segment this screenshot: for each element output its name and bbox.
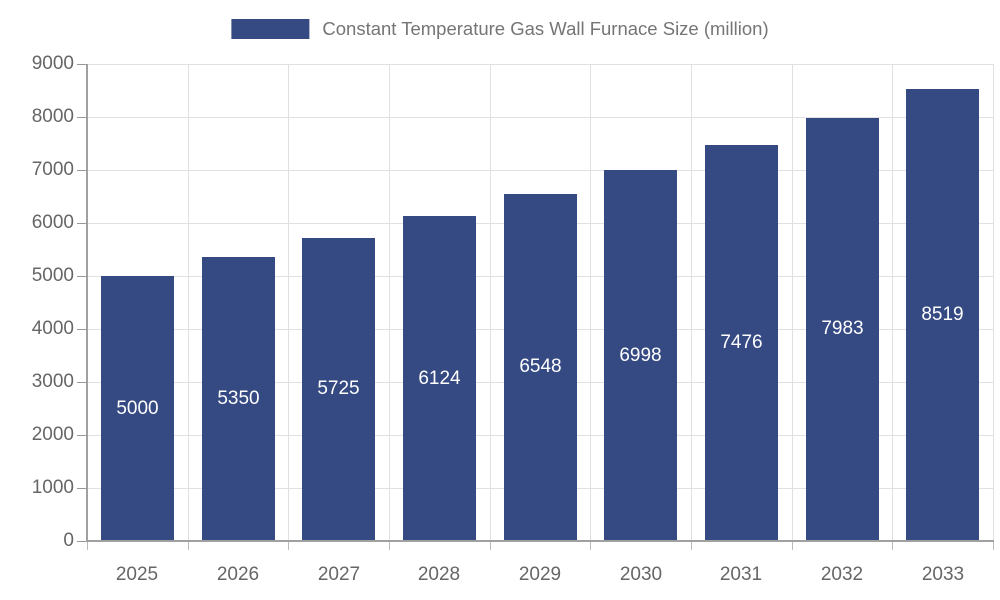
x-tick-label: 2033: [921, 564, 965, 585]
y-tick-label: 5000: [31, 265, 74, 286]
bar-value-label: 8519: [921, 304, 964, 325]
x-tick-label: 2029: [518, 564, 562, 585]
x-tick-label: 2028: [417, 564, 461, 585]
y-axis-tick: [77, 170, 87, 171]
bar-value-label: 6548: [519, 356, 562, 377]
bar: [705, 145, 778, 540]
x-axis-tick: [590, 541, 591, 550]
x-axis-tick: [691, 541, 692, 550]
gridline-vertical: [389, 64, 390, 541]
bar-value-label: 6998: [619, 345, 662, 366]
bar-value-label: 7983: [821, 318, 864, 339]
y-axis-line: [86, 64, 88, 541]
bar: [504, 194, 577, 540]
y-axis-tick: [77, 64, 87, 65]
legend-label: Constant Temperature Gas Wall Furnace Si…: [322, 18, 769, 39]
y-tick-label: 3000: [31, 371, 74, 392]
gridline-horizontal: [87, 64, 993, 65]
x-axis-tick: [87, 541, 88, 550]
bar: [906, 89, 979, 540]
x-axis-tick: [490, 541, 491, 550]
gridline-horizontal: [87, 170, 993, 171]
y-tick-label: 2000: [31, 424, 74, 445]
y-tick-label: 0: [63, 530, 74, 551]
bar: [806, 118, 879, 540]
y-axis-tick: [77, 488, 87, 489]
legend-swatch: [231, 19, 310, 39]
bar-value-label: 5000: [116, 398, 159, 419]
y-axis-tick: [77, 329, 87, 330]
y-tick-label: 8000: [31, 106, 74, 127]
x-axis-tick: [389, 541, 390, 550]
gridline-vertical: [892, 64, 893, 541]
x-axis-tick: [792, 541, 793, 550]
bar-value-label: 5725: [317, 378, 360, 399]
bar: [101, 276, 174, 540]
y-axis-tick: [77, 276, 87, 277]
x-axis-tick: [892, 541, 893, 550]
gridline-vertical: [691, 64, 692, 541]
y-axis-tick: [77, 382, 87, 383]
y-axis-tick: [77, 435, 87, 436]
gridline-vertical: [490, 64, 491, 541]
gridline-vertical: [188, 64, 189, 541]
y-tick-label: 4000: [31, 318, 74, 339]
gridline-vertical: [792, 64, 793, 541]
bar-value-label: 7476: [720, 332, 763, 353]
x-tick-label: 2032: [820, 564, 864, 585]
y-tick-label: 7000: [31, 159, 74, 180]
x-tick-label: 2025: [115, 564, 159, 585]
x-tick-label: 2031: [719, 564, 763, 585]
x-tick-label: 2026: [216, 564, 260, 585]
y-axis-tick: [77, 223, 87, 224]
x-axis-tick: [993, 541, 994, 550]
y-tick-label: 6000: [31, 212, 74, 233]
gridline-vertical: [993, 64, 994, 541]
bar-value-label: 6124: [418, 368, 461, 389]
bar: [604, 170, 677, 540]
x-tick-label: 2030: [619, 564, 663, 585]
bar: [202, 257, 275, 540]
y-tick-label: 1000: [31, 477, 74, 498]
y-axis-tick: [77, 117, 87, 118]
y-tick-label: 9000: [31, 53, 74, 74]
x-axis-tick: [288, 541, 289, 550]
gridline-vertical: [288, 64, 289, 541]
bar-value-label: 5350: [217, 388, 260, 409]
x-axis-line: [86, 540, 994, 542]
x-tick-label: 2027: [317, 564, 361, 585]
x-axis-tick: [188, 541, 189, 550]
gridline-vertical: [590, 64, 591, 541]
bar: [302, 238, 375, 540]
gridline-horizontal: [87, 117, 993, 118]
y-axis-tick: [77, 541, 87, 542]
bar: [403, 216, 476, 540]
legend[interactable]: Constant Temperature Gas Wall Furnace Si…: [231, 18, 769, 40]
